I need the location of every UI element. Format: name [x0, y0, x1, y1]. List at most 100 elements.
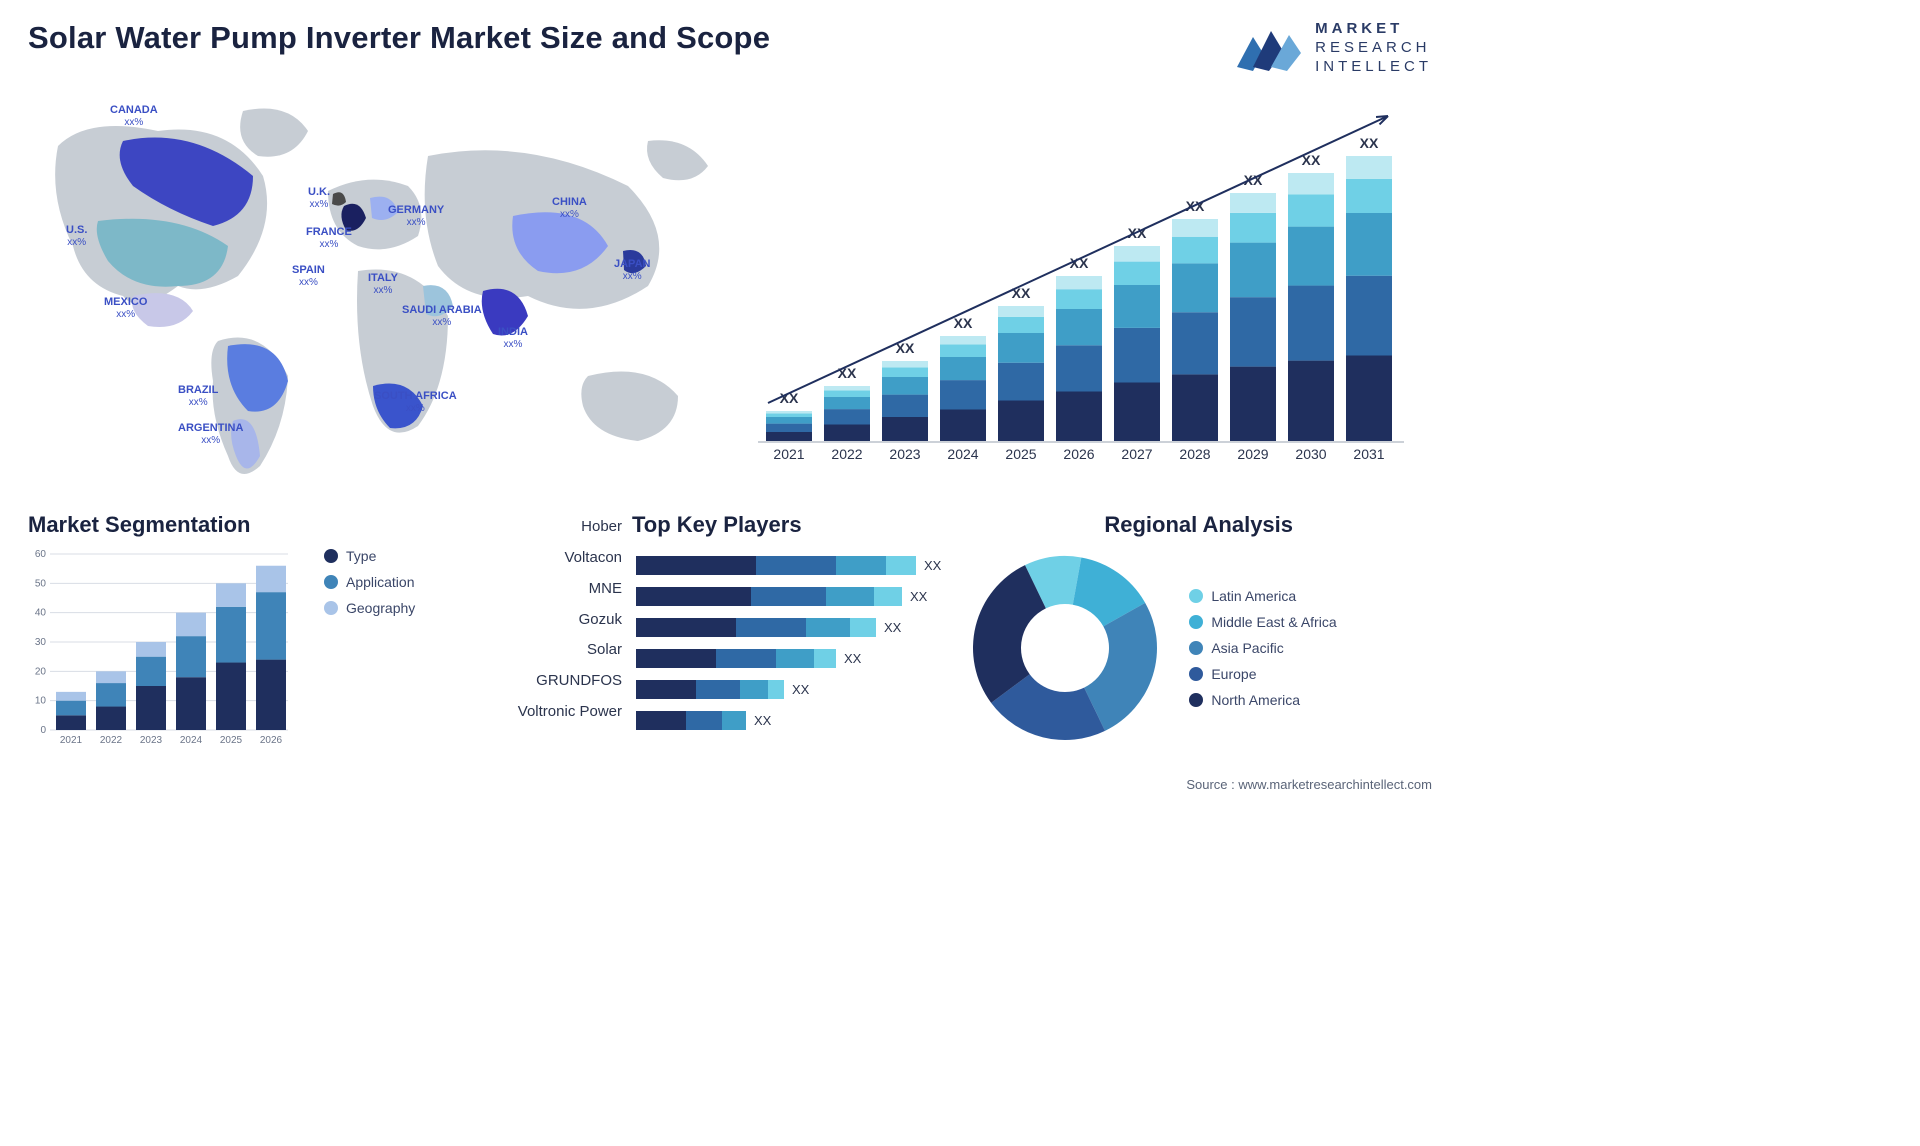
- key-player-value: XX: [910, 589, 927, 604]
- world-map: CANADAxx%U.S.xx%MEXICOxx%BRAZILxx%ARGENT…: [28, 86, 728, 486]
- legend-swatch: [1189, 693, 1203, 707]
- map-label-germany: GERMANYxx%: [388, 204, 444, 228]
- svg-text:2022: 2022: [100, 735, 123, 746]
- key-player-bar: [636, 711, 746, 730]
- growth-chart-svg: XX2021XX2022XX2023XX2024XX2025XX2026XX20…: [758, 86, 1418, 466]
- svg-text:60: 60: [35, 549, 47, 560]
- regional-legend-item: Middle East & Africa: [1189, 614, 1336, 630]
- svg-text:2024: 2024: [947, 446, 978, 462]
- key-player-value: XX: [844, 651, 861, 666]
- regional-legend-item: Europe: [1189, 666, 1336, 682]
- map-label-brazil: BRAZILxx%: [178, 384, 218, 408]
- svg-text:XX: XX: [954, 315, 973, 331]
- key-player-value: XX: [754, 713, 771, 728]
- key-player-name: Hober: [492, 512, 622, 543]
- legend-swatch: [1189, 589, 1203, 603]
- map-label-canada: CANADAxx%: [110, 104, 158, 128]
- key-player-bar: [636, 618, 876, 637]
- key-player-name: MNE: [492, 574, 622, 605]
- svg-text:30: 30: [35, 637, 47, 648]
- legend-swatch: [324, 549, 338, 563]
- segmentation-chart: 0 10 20 30 40 50 60 2021 2022 2023 2024 2025 2026: [28, 548, 308, 763]
- svg-text:2031: 2031: [1353, 446, 1384, 462]
- map-label-france: FRANCExx%: [306, 226, 352, 250]
- legend-label: Europe: [1211, 666, 1256, 682]
- legend-item-geography: Geography: [324, 600, 415, 616]
- svg-text:2025: 2025: [220, 735, 243, 746]
- logo-text: MARKET RESEARCH INTELLECT: [1315, 20, 1432, 76]
- svg-text:XX: XX: [1360, 135, 1379, 151]
- svg-text:2021: 2021: [60, 735, 83, 746]
- key-player-value: XX: [792, 682, 809, 697]
- logo-line3: INTELLECT: [1315, 58, 1432, 77]
- key-player-bar-row: XX: [636, 581, 941, 612]
- svg-text:2026: 2026: [260, 735, 283, 746]
- map-label-china: CHINAxx%: [552, 196, 587, 220]
- map-label-japan: JAPANxx%: [614, 258, 650, 282]
- key-player-name: Voltacon: [492, 543, 622, 574]
- map-label-spain: SPAINxx%: [292, 264, 325, 288]
- legend-swatch: [324, 601, 338, 615]
- svg-text:2027: 2027: [1121, 446, 1152, 462]
- key-player-bar-row: XX: [636, 643, 941, 674]
- key-player-bar-row: XX: [636, 674, 941, 705]
- svg-text:XX: XX: [1012, 285, 1031, 301]
- svg-text:2026: 2026: [1063, 446, 1094, 462]
- logo-mark-icon: [1235, 23, 1305, 73]
- key-player-name: Gozuk: [492, 605, 622, 636]
- bottom-row: Market Segmentation 0 10 20 30 40 50 60 2021 202…: [28, 512, 1432, 763]
- regional-panel: Regional Analysis Latin America Middle Ea…: [965, 512, 1432, 763]
- source-attribution: Source : www.marketresearchintellect.com: [28, 777, 1432, 792]
- regional-legend: Latin America Middle East & Africa Asia Pa…: [1189, 588, 1336, 708]
- key-player-bar: [636, 556, 916, 575]
- svg-text:2021: 2021: [773, 446, 804, 462]
- key-players-panel: Top Key Players HoberVoltaconMNEGozukSol…: [492, 512, 941, 763]
- map-label-mexico: MEXICOxx%: [104, 296, 147, 320]
- svg-text:2022: 2022: [831, 446, 862, 462]
- svg-text:2029: 2029: [1237, 446, 1268, 462]
- regional-title: Regional Analysis: [965, 512, 1432, 538]
- svg-text:2024: 2024: [180, 735, 203, 746]
- legend-label: Geography: [346, 600, 415, 616]
- key-player-bar: [636, 587, 902, 606]
- key-player-bar: [636, 680, 784, 699]
- key-players-names: HoberVoltaconMNEGozukSolarGRUNDFOSVoltro…: [492, 512, 622, 727]
- regional-legend-item: Latin America: [1189, 588, 1336, 604]
- svg-text:20: 20: [35, 667, 47, 678]
- logo-line2: RESEARCH: [1315, 39, 1432, 58]
- legend-label: Asia Pacific: [1211, 640, 1283, 656]
- regional-legend-item: North America: [1189, 692, 1336, 708]
- legend-swatch: [1189, 615, 1203, 629]
- key-player-bar-row: XX: [636, 612, 941, 643]
- segmentation-legend: Type Application Geography: [324, 548, 415, 616]
- svg-text:2028: 2028: [1179, 446, 1210, 462]
- map-label-saudi-arabia: SAUDI ARABIAxx%: [402, 304, 482, 328]
- svg-text:40: 40: [35, 608, 47, 619]
- segmentation-panel: Market Segmentation 0 10 20 30 40 50 60 2021 202…: [28, 512, 468, 763]
- page-title: Solar Water Pump Inverter Market Size an…: [28, 20, 770, 56]
- map-label-u-k-: U.K.xx%: [308, 186, 330, 210]
- svg-text:2025: 2025: [1005, 446, 1036, 462]
- map-label-south-africa: SOUTH AFRICAxx%: [374, 390, 457, 414]
- legend-swatch: [1189, 641, 1203, 655]
- legend-item-application: Application: [324, 574, 415, 590]
- page-header: Solar Water Pump Inverter Market Size an…: [28, 20, 1432, 76]
- svg-text:10: 10: [35, 696, 47, 707]
- logo-line1: MARKET: [1315, 20, 1432, 39]
- legend-label: Type: [346, 548, 376, 564]
- svg-text:XX: XX: [838, 365, 857, 381]
- key-players-bars: XXXXXXXXXXXX: [636, 512, 941, 736]
- segmentation-title: Market Segmentation: [28, 512, 468, 538]
- legend-label: Middle East & Africa: [1211, 614, 1336, 630]
- legend-label: North America: [1211, 692, 1300, 708]
- legend-item-type: Type: [324, 548, 415, 564]
- top-row: CANADAxx%U.S.xx%MEXICOxx%BRAZILxx%ARGENT…: [28, 86, 1432, 486]
- growth-bar-chart: XX2021XX2022XX2023XX2024XX2025XX2026XX20…: [758, 86, 1432, 486]
- svg-text:0: 0: [40, 725, 46, 736]
- svg-text:50: 50: [35, 579, 47, 590]
- svg-text:2023: 2023: [140, 735, 163, 746]
- key-player-bar-row: XX: [636, 705, 941, 736]
- legend-label: Application: [346, 574, 415, 590]
- svg-text:2030: 2030: [1295, 446, 1326, 462]
- brand-logo: MARKET RESEARCH INTELLECT: [1235, 20, 1432, 76]
